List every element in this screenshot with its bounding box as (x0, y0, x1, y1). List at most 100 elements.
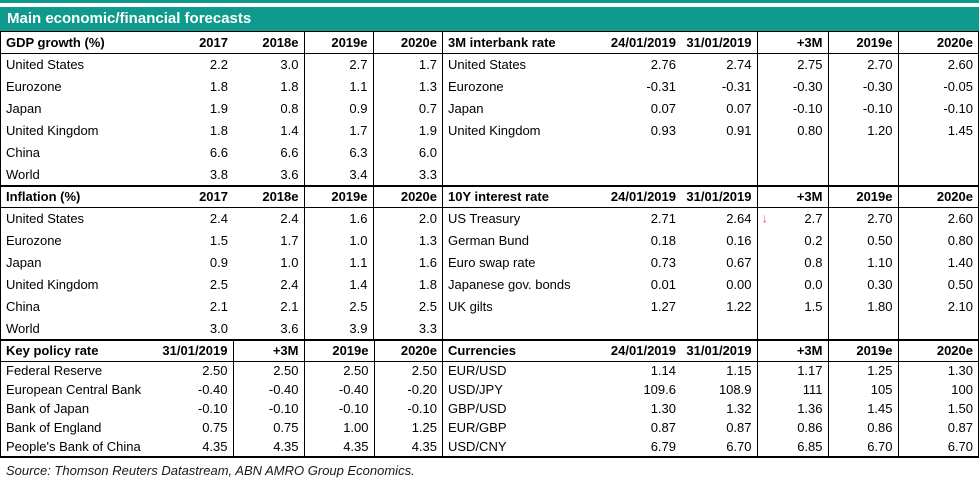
value-cell: 0.16 (726, 232, 752, 248)
value-cell: 6.3 (303, 141, 373, 163)
value-cell: 2.71 (650, 210, 676, 226)
table-row: US Treasury 2.71 2.64 ↓ 2.7 2.70 2.60 (443, 207, 978, 229)
page-title: Main economic/financial forecasts (7, 10, 252, 27)
value-cell: 0.8 (756, 251, 828, 273)
value-cell: 1.80 (827, 295, 898, 317)
table-row: EUR/USD 1.14 1.15 1.17 1.25 1.30 (443, 361, 978, 380)
value-cell: 2.75 (756, 53, 828, 75)
value-cell: 1.40 (897, 251, 978, 273)
value-cell: 1.6 (303, 207, 373, 229)
value-cell: 0.9 (303, 97, 373, 119)
row-label: UK gilts (448, 298, 493, 314)
table-row: EUR/GBP 0.87 0.87 0.86 0.86 0.87 (443, 418, 978, 437)
value-cell: ↓ 2.7 (756, 207, 828, 229)
value-cell: 0.86 (756, 418, 828, 437)
value-cell: 1.9 (209, 100, 228, 116)
row-label: US Treasury (448, 210, 521, 226)
value-cell: 6.70 (726, 439, 752, 454)
gdp-growth-table: GDP growth (%) 2017 2018e 2019e 2020e United … (1, 32, 442, 185)
value-cell: -0.10 (897, 97, 978, 119)
row-label: United States (6, 210, 85, 226)
empty-cell (827, 317, 898, 339)
table-row: UK gilts 1.27 1.22 1.5 1.80 2.10 (443, 295, 978, 317)
value-cell: 0.18 (650, 232, 676, 248)
value-cell: 2.2 (209, 56, 228, 72)
row-label: Eurozone (6, 78, 62, 94)
empty-row (443, 141, 978, 163)
value-cell: 2.0 (372, 207, 442, 229)
value-cell: 1.8 (209, 122, 228, 138)
value-cell: 1.8 (280, 78, 299, 94)
value-cell: 111 (756, 380, 828, 399)
value-cell: 2.10 (897, 295, 978, 317)
empty-row (443, 163, 978, 185)
value-cell: 2.4 (280, 276, 299, 292)
value-cell: 3.6 (280, 320, 299, 336)
value-cell: 2.64 (726, 210, 752, 226)
value-cell: 1.32 (726, 401, 752, 416)
value-cell: 1.4 (303, 273, 373, 295)
table-row: Japan 1.9 0.8 0.9 0.7 (1, 97, 442, 119)
value-cell: 1.50 (897, 399, 978, 418)
column-header: 2019e (827, 32, 898, 54)
column-header: 2019e (827, 186, 898, 208)
value-cell: 109.6 (643, 382, 676, 397)
empty-cell (897, 141, 978, 163)
table-row: Bank of Japan -0.10 -0.10 -0.10 -0.10 (1, 399, 442, 418)
row-label: Bank of England (6, 420, 102, 435)
column-header: +3M (756, 186, 828, 208)
section-title: Key policy rate (1, 340, 141, 362)
table-row: Japan 0.9 1.0 1.1 1.6 (1, 251, 442, 273)
value-cell: 2.60 (897, 207, 978, 229)
value-cell: 0.87 (726, 420, 752, 435)
value-cell: 1.27 (650, 298, 676, 314)
row-label: China (6, 144, 40, 160)
value-cell: 2.50 (303, 361, 374, 380)
value-cell: -0.31 (721, 78, 752, 94)
column-header: 31/01/2019 (141, 340, 233, 362)
value-cell: 2.5 (303, 295, 373, 317)
header-row: Inflation (%) 2017 2018e 2019e 2020e (1, 186, 442, 208)
top-rule (0, 0, 979, 3)
value-cell: 1.45 (897, 119, 978, 141)
value-cell: 1.25 (827, 361, 898, 380)
table-row: World 3.8 3.6 3.4 3.3 (1, 163, 442, 185)
value-cell: 2.5 (372, 295, 442, 317)
value-cell: 0.73 (650, 254, 676, 270)
column-header: 2017 (163, 32, 233, 54)
row-label: Japan (6, 100, 42, 116)
inflation-table: Inflation (%) 2017 2018e 2019e 2020e United S… (1, 185, 442, 339)
table-row: GBP/USD 1.30 1.32 1.36 1.45 1.50 (443, 399, 978, 418)
row-label: People's Bank of China (6, 439, 141, 454)
value-cell: 6.0 (372, 141, 442, 163)
right-panel: 3M interbank rate 24/01/2019 31/01/2019 +3M… (442, 32, 978, 456)
value-cell: 6.85 (756, 437, 828, 456)
row-label: Japan (448, 100, 484, 116)
empty-cell (443, 317, 571, 339)
value-cell: 0.30 (827, 273, 898, 295)
empty-cell (827, 163, 898, 185)
row-label: United States (6, 56, 85, 72)
value-cell: 0.75 (202, 420, 228, 435)
value-cell: -0.31 (646, 78, 676, 94)
forecast-table: GDP growth (%) 2017 2018e 2019e 2020e United … (0, 31, 979, 458)
value-cell: 1.15 (726, 363, 752, 379)
value-cell: -0.30 (827, 75, 898, 97)
value-cell: 4.35 (303, 437, 374, 456)
empty-cell (756, 141, 828, 163)
row-label: German Bund (448, 232, 529, 248)
empty-cell (756, 317, 828, 339)
value-cell: 1.6 (372, 251, 442, 273)
value-cell: 4.35 (232, 437, 304, 456)
value-cell: 0.50 (897, 273, 978, 295)
row-label: Euro swap rate (448, 254, 536, 270)
table-row: Eurozone -0.31 -0.31 -0.30 -0.30 -0.05 (443, 75, 978, 97)
value-cell: 3.4 (303, 163, 373, 185)
column-header: 2020e (372, 32, 442, 54)
empty-cell (681, 317, 757, 339)
table-row: United States 2.4 2.4 1.6 2.0 (1, 207, 442, 229)
column-header: 2020e (372, 186, 442, 208)
section-title: 3M interbank rate (443, 32, 571, 54)
table-row: German Bund 0.18 0.16 0.2 0.50 0.80 (443, 229, 978, 251)
value-cell: 3.9 (303, 317, 373, 339)
